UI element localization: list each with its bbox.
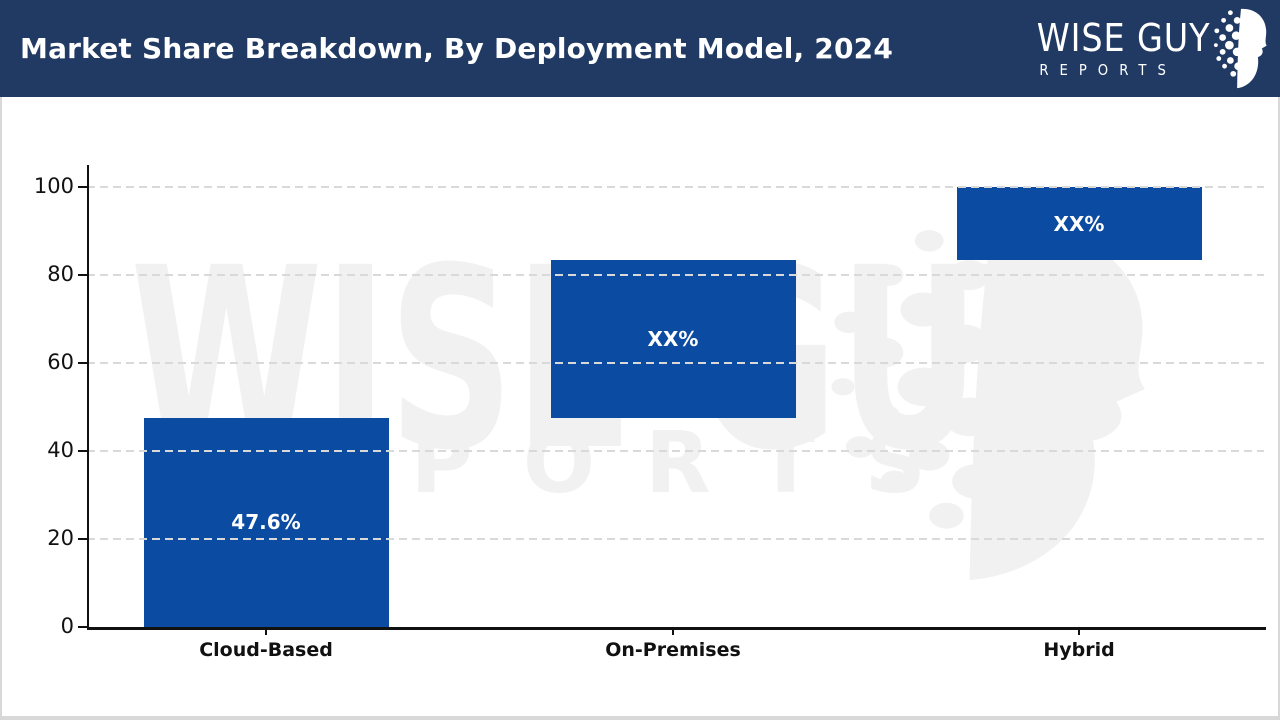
gridline-20 — [87, 538, 1264, 540]
gridline-100 — [87, 186, 1264, 188]
gridline-80 — [87, 274, 1264, 276]
y-tick-label-40: 40 — [47, 438, 74, 462]
x-tick-mark-hybrid — [1078, 627, 1080, 635]
y-tick-mark-60 — [78, 362, 87, 364]
y-tick-mark-40 — [78, 450, 87, 452]
x-axis-category-label-hybrid: Hybrid — [1043, 639, 1115, 661]
gridline-40 — [87, 450, 1264, 452]
header-bar: Market Share Breakdown, By Deployment Mo… — [0, 0, 1280, 97]
bar-hybrid: XX% — [956, 187, 1202, 261]
gridline-60 — [87, 362, 1264, 364]
bar-value-label-hybrid: XX% — [1053, 211, 1105, 236]
y-tick-label-80: 80 — [47, 262, 74, 286]
y-tick-label-100: 100 — [33, 174, 74, 198]
y-tick-label-60: 60 — [47, 350, 74, 374]
y-tick-mark-20 — [78, 538, 87, 540]
logo-subtext: REPORTS — [1038, 60, 1177, 79]
y-tick-mark-100 — [78, 186, 87, 188]
brand-logo: WISE GUY REPORTS — [1013, 7, 1270, 91]
logo-wordmark: WISE GUY — [1036, 15, 1210, 60]
y-tick-label-0: 0 — [60, 614, 74, 638]
y-tick-mark-80 — [78, 274, 87, 276]
x-axis-category-label-cloud-based: Cloud-Based — [199, 639, 333, 661]
bar-on-premises: XX% — [550, 260, 796, 418]
bar-value-label-cloud-based: 47.6% — [231, 510, 301, 535]
x-tick-mark-cloud-based — [265, 627, 267, 635]
bar-cloud-based: 47.6% — [143, 417, 389, 627]
y-tick-mark-0 — [78, 626, 87, 628]
watermark-face-icon — [831, 223, 1145, 581]
chart-area: WISE GUY REPORTS 47.6%Cloud-BasedXX%On-P… — [0, 97, 1280, 720]
x-tick-mark-on-premises — [672, 627, 674, 635]
x-axis-line — [87, 627, 1266, 630]
x-axis-category-label-on-premises: On-Premises — [605, 639, 741, 661]
y-tick-label-20: 20 — [47, 526, 74, 550]
y-axis-line — [87, 165, 89, 629]
logo-face-icon — [1213, 8, 1267, 88]
chart-title: Market Share Breakdown, By Deployment Mo… — [20, 32, 894, 65]
bar-value-label-on-premises: XX% — [647, 326, 699, 351]
